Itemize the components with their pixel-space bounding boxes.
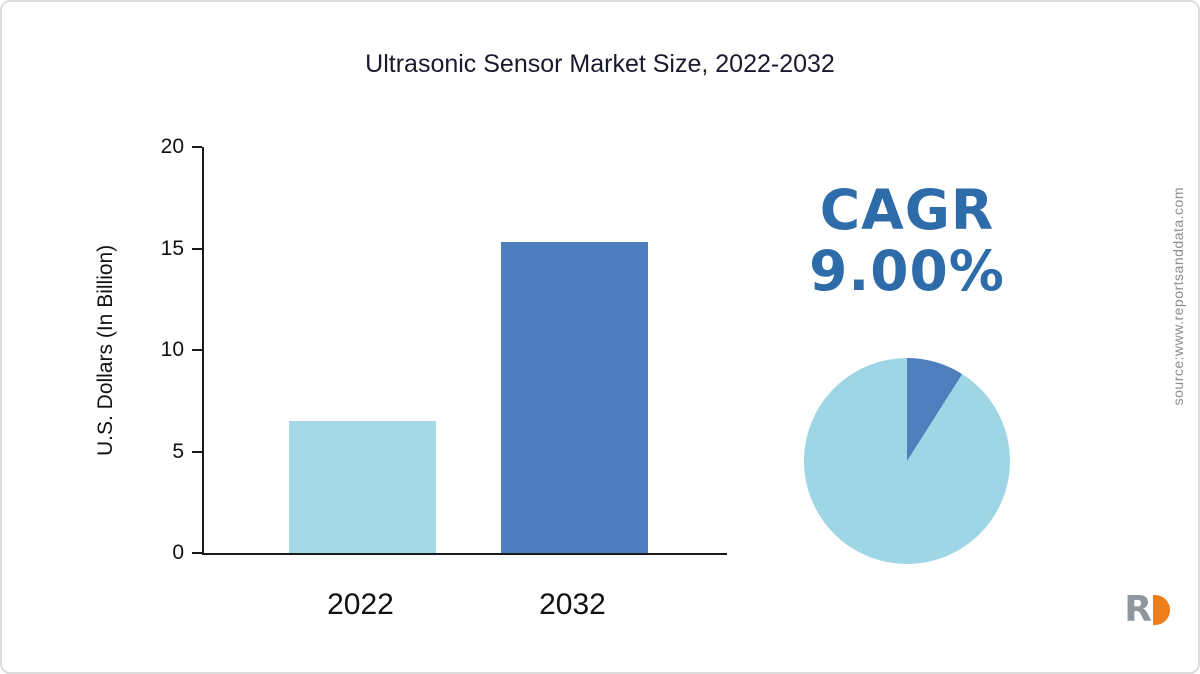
cagr-pie-chart <box>804 358 1010 564</box>
y-tick-label: 5 <box>172 439 184 463</box>
bar-2032 <box>501 242 648 553</box>
y-tick-mark <box>192 552 202 554</box>
y-tick-mark <box>192 349 202 351</box>
cagr-value: 9.00% <box>809 238 1005 303</box>
x-category-2032: 2032 <box>539 588 606 621</box>
y-tick-label: 20 <box>160 135 184 158</box>
bar-2022 <box>289 421 436 553</box>
y-tick-label: 15 <box>160 236 184 260</box>
cagr-label: CAGR <box>819 178 995 242</box>
logo-orange-shape <box>1153 595 1170 625</box>
x-category-2022: 2022 <box>327 588 394 621</box>
cagr-annotation: CAGR 9.00% <box>762 180 1052 301</box>
y-tick-label: 0 <box>172 541 184 564</box>
reportsanddata-logo: R <box>1124 592 1170 628</box>
chart-title: Ultrasonic Sensor Market Size, 2022-2032 <box>365 50 835 78</box>
bar-chart-plot: 0 5 10 15 20 <box>161 135 727 564</box>
logo-letter-r: R <box>1124 589 1152 630</box>
source-watermark: source:www.reportsanddata.com <box>1170 187 1186 406</box>
y-tick-label: 10 <box>160 338 184 361</box>
y-tick-mark <box>192 450 202 453</box>
y-tick-mark <box>192 146 202 148</box>
y-tick-mark <box>192 247 202 250</box>
y-axis-label: U.S. Dollars (In Billion) <box>94 244 117 456</box>
